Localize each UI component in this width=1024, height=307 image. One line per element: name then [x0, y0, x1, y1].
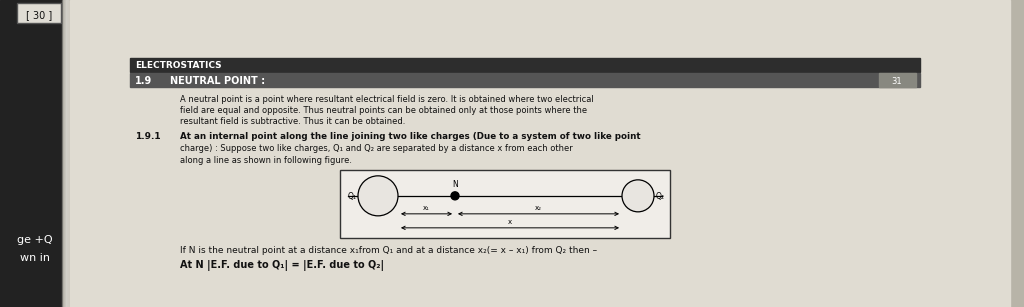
Text: Q₁: Q₁	[347, 192, 356, 201]
Text: ge +Q: ge +Q	[17, 235, 53, 245]
Text: At an internal point along the line joining two like charges (Due to a system of: At an internal point along the line join…	[180, 132, 641, 141]
Text: If N is the neutral point at a distance x₁from Q₁ and at a distance x₂(= x – x₁): If N is the neutral point at a distance …	[180, 246, 597, 255]
Bar	[66, 0, 69, 307]
Text: wn in: wn in	[20, 253, 50, 263]
Text: [ 30 ]: [ 30 ]	[26, 10, 52, 20]
Text: NEUTRAL POINT :: NEUTRAL POINT :	[170, 76, 265, 86]
Text: ELECTROSTATICS: ELECTROSTATICS	[135, 61, 221, 71]
Text: N: N	[453, 180, 458, 189]
FancyBboxPatch shape	[17, 3, 61, 23]
Bar	[130, 58, 920, 72]
Circle shape	[451, 192, 459, 200]
Text: 31: 31	[892, 76, 902, 86]
Circle shape	[358, 176, 398, 216]
Bar	[63, 0, 66, 307]
Text: At N |E.F. due to Q₁| = |E.F. due to Q₂|: At N |E.F. due to Q₁| = |E.F. due to Q₂|	[180, 260, 384, 271]
Text: charge) : Suppose two like charges, Q₁ and Q₂ are separated by a distance x from: charge) : Suppose two like charges, Q₁ a…	[180, 144, 572, 153]
Text: 1.9.1: 1.9.1	[135, 132, 161, 141]
Text: x: x	[508, 219, 512, 225]
Bar	[62, 0, 65, 307]
Text: field are equal and opposite. Thus neutral points can be obtained only at those : field are equal and opposite. Thus neutr…	[180, 106, 587, 115]
Bar	[340, 170, 670, 238]
FancyBboxPatch shape	[879, 73, 916, 87]
Text: x₁: x₁	[423, 205, 430, 211]
Text: along a line as shown in following figure.: along a line as shown in following figur…	[180, 156, 352, 165]
Text: x₂: x₂	[535, 205, 542, 211]
Text: resultant field is subtractive. Thus it can be obtained.: resultant field is subtractive. Thus it …	[180, 117, 406, 126]
Circle shape	[622, 180, 654, 212]
Bar	[130, 73, 920, 87]
Text: Q₂: Q₂	[656, 192, 665, 201]
Text: A neutral point is a point where resultant electrical field is zero. It is obtai: A neutral point is a point where resulta…	[180, 95, 594, 104]
Bar	[63, 0, 67, 307]
Bar	[0, 0, 62, 307]
Text: 1.9: 1.9	[135, 76, 153, 86]
Bar	[65, 0, 68, 307]
